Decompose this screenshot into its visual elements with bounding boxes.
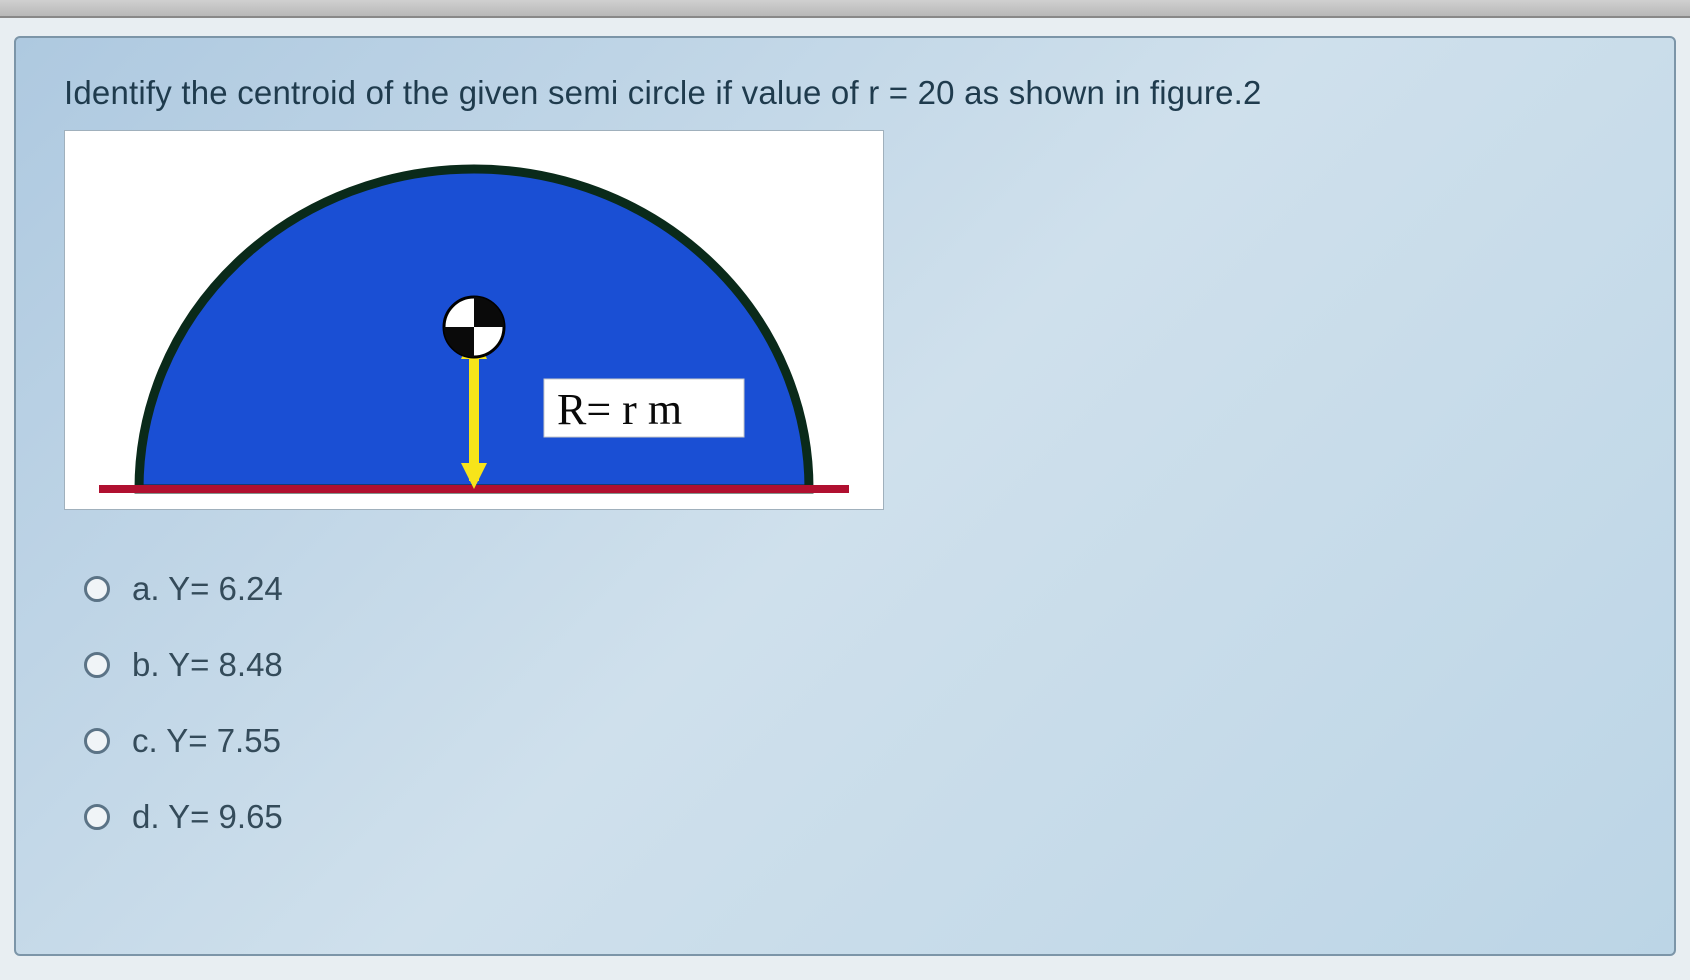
- option-label: d. Y= 9.65: [132, 798, 283, 836]
- options-list: a. Y= 6.24 b. Y= 8.48 c. Y= 7.55 d. Y= 9…: [84, 570, 1626, 836]
- question-text: Identify the centroid of the given semi …: [64, 74, 1626, 112]
- semicircle-figure: R= r m: [79, 149, 869, 509]
- radio-icon: [84, 804, 110, 830]
- option-label: c. Y= 7.55: [132, 722, 281, 760]
- window-topbar: [0, 0, 1690, 18]
- question-panel: Identify the centroid of the given semi …: [14, 36, 1676, 956]
- radio-icon: [84, 576, 110, 602]
- option-b[interactable]: b. Y= 8.48: [84, 646, 1626, 684]
- figure-container: R= r m: [64, 130, 884, 510]
- radio-icon: [84, 652, 110, 678]
- option-label: b. Y= 8.48: [132, 646, 283, 684]
- radius-label: R= r m: [557, 385, 682, 434]
- option-a[interactable]: a. Y= 6.24: [84, 570, 1626, 608]
- option-label: a. Y= 6.24: [132, 570, 283, 608]
- centroid-marker-icon: [444, 297, 504, 357]
- option-d[interactable]: d. Y= 9.65: [84, 798, 1626, 836]
- radio-icon: [84, 728, 110, 754]
- option-c[interactable]: c. Y= 7.55: [84, 722, 1626, 760]
